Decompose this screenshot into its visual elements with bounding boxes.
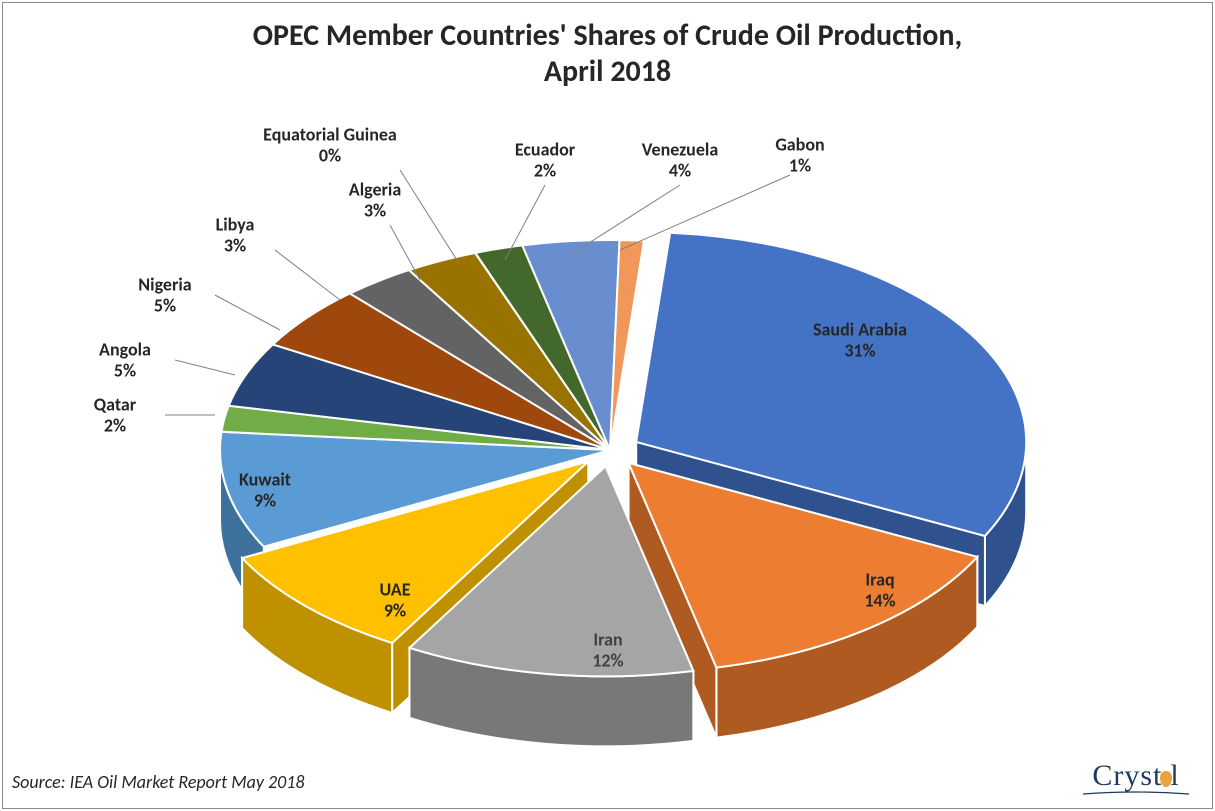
slice-value: 5%: [114, 359, 136, 381]
slice-label: Angola5%: [99, 339, 151, 380]
logo-text-left: Cryst: [1092, 759, 1162, 792]
slice-label: UAE9%: [380, 579, 411, 620]
slice-name: Qatar: [94, 393, 136, 415]
slice-name: Angola: [99, 338, 151, 360]
leader-line: [215, 295, 280, 330]
slice-value: 31%: [844, 339, 875, 361]
slice-value: 4%: [669, 159, 691, 181]
slice-value: 2%: [534, 159, 556, 181]
slice-label: Iraq14%: [864, 569, 895, 610]
slice-name: Iran: [593, 628, 622, 650]
slice-name: Ecuador: [515, 138, 575, 160]
slice-label: Ecuador2%: [515, 139, 575, 180]
source-citation: Source: IEA Oil Market Report May 2018: [12, 771, 304, 793]
slice-value: 12%: [592, 649, 623, 671]
slice-value: 14%: [864, 589, 895, 611]
slice-value: 0%: [319, 144, 341, 166]
slice-label: Gabon1%: [775, 134, 824, 175]
leader-line: [275, 250, 340, 300]
crystol-logo: Crystl: [1081, 759, 1191, 797]
slice-value: 5%: [154, 294, 176, 316]
slice-label: Equatorial Guinea0%: [263, 124, 397, 165]
slice-name: Libya: [216, 213, 255, 235]
slice-label: Algeria3%: [349, 179, 401, 220]
slice-name: Equatorial Guinea: [263, 123, 397, 145]
slice-value: 9%: [384, 599, 406, 621]
slice-name: Iraq: [865, 568, 894, 590]
slice-name: UAE: [380, 578, 411, 600]
slice-value: 3%: [364, 199, 386, 221]
slice-label: Nigeria5%: [138, 274, 191, 315]
slice-label: Kuwait9%: [239, 469, 291, 510]
slice-label: Iran12%: [592, 629, 623, 670]
leader-line: [400, 170, 460, 265]
slice-value: 1%: [789, 154, 811, 176]
leader-line: [175, 360, 235, 375]
slice-label: Qatar2%: [94, 394, 136, 435]
slice-label: Venezuela4%: [642, 139, 718, 180]
slice-name: Venezuela: [642, 138, 718, 160]
slice-name: Nigeria: [138, 273, 191, 295]
slice-value: 9%: [254, 489, 276, 511]
slice-label: Libya3%: [216, 214, 255, 255]
pie-chart-svg: [0, 0, 1215, 811]
slice-label: Saudi Arabia31%: [813, 319, 907, 360]
slice-value: 2%: [104, 414, 126, 436]
slice-name: Kuwait: [239, 468, 291, 490]
slice-name: Algeria: [349, 178, 401, 200]
slice-name: Saudi Arabia: [813, 318, 907, 340]
slice-value: 3%: [224, 234, 246, 256]
slice-name: Gabon: [775, 133, 824, 155]
